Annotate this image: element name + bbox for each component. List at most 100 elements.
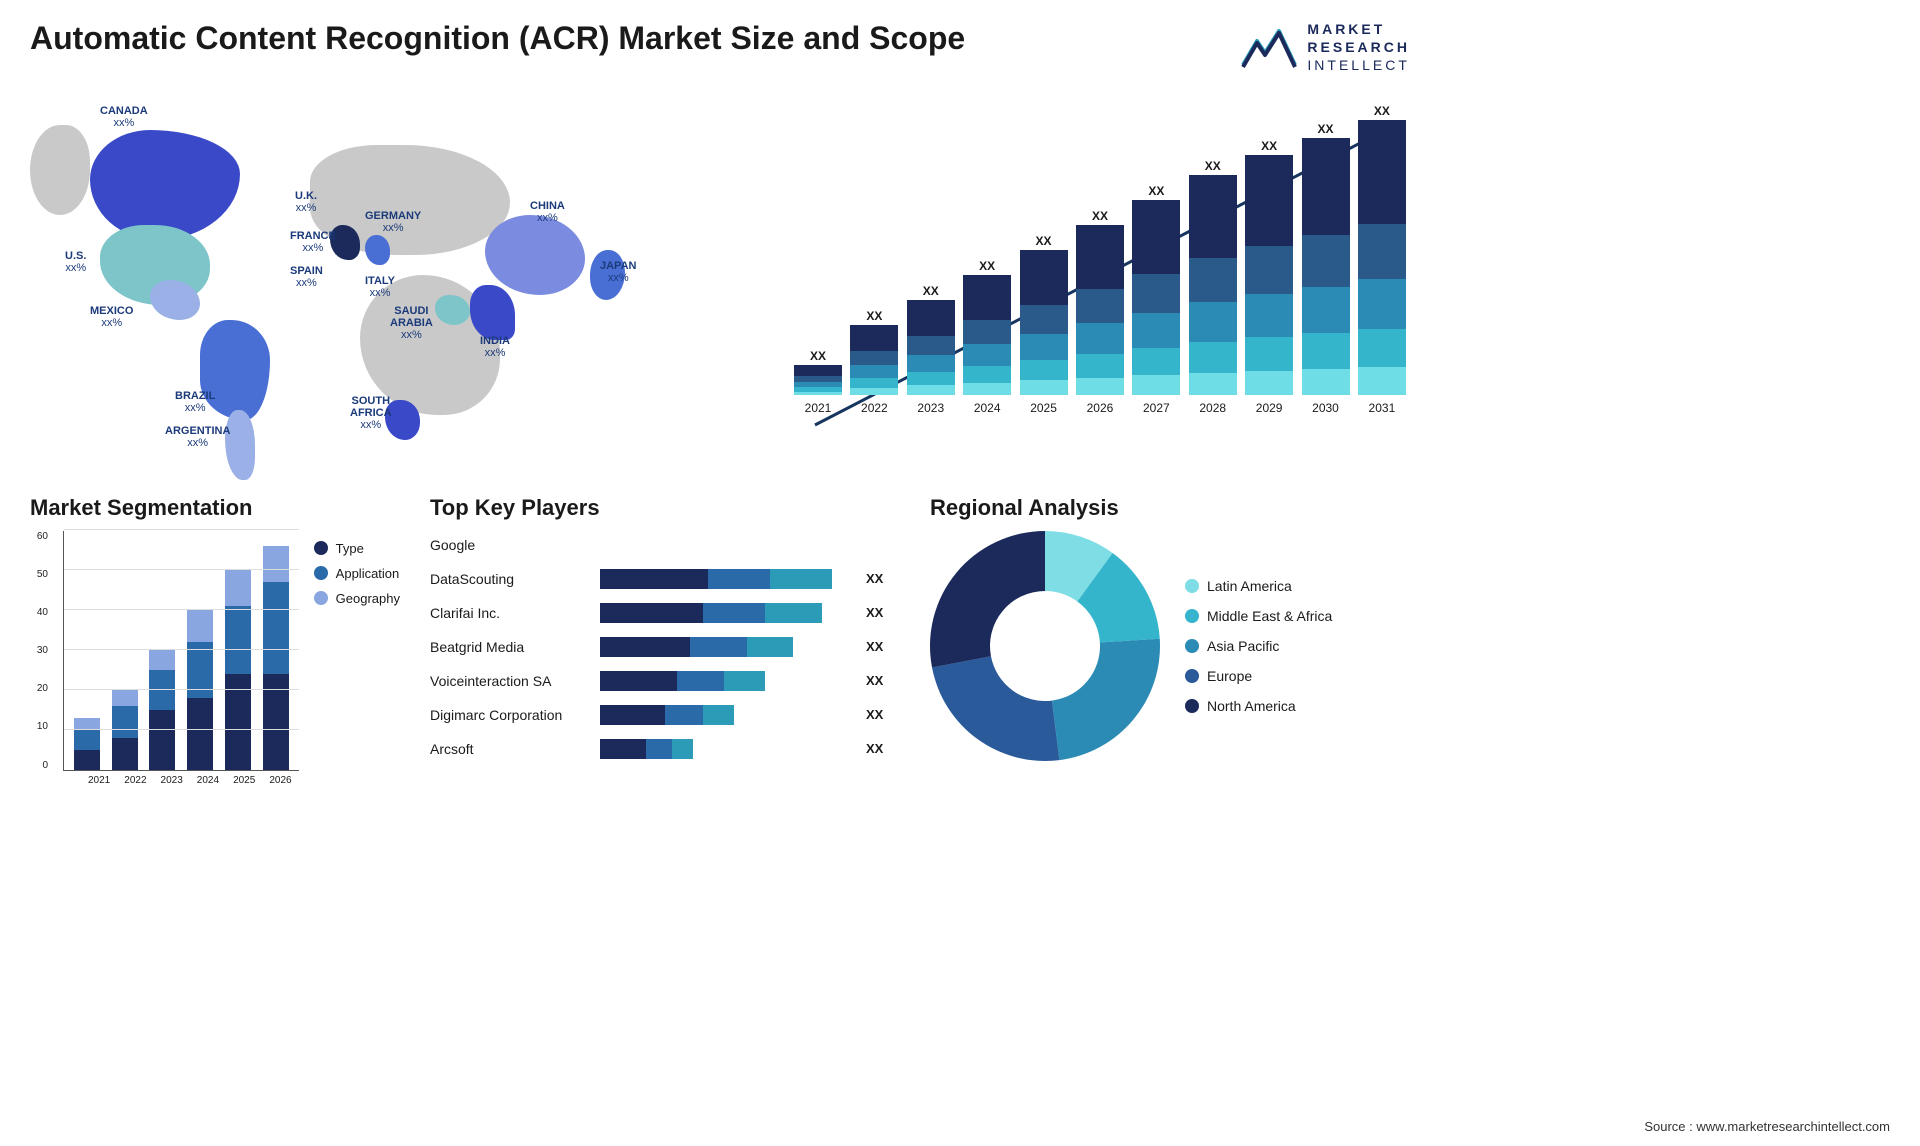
player-value: XX	[866, 741, 900, 756]
regional-legend-item: Asia Pacific	[1185, 638, 1332, 654]
player-bar-segment	[672, 739, 693, 759]
big-bar-segment	[907, 372, 955, 385]
big-bar-segment	[907, 385, 955, 395]
big-bar-segment	[1358, 224, 1406, 279]
donut-segment	[930, 531, 1045, 668]
segmentation-title: Market Segmentation	[30, 495, 400, 521]
big-bar-year: 2028	[1199, 401, 1226, 415]
map-label: SAUDIARABIAxx%	[390, 305, 433, 341]
big-bar-col: XX2021	[794, 349, 842, 415]
brand-logo: MARKET RESEARCH INTELLECT	[1241, 20, 1410, 75]
map-region-shape	[90, 130, 240, 240]
big-bar-segment	[1020, 360, 1068, 380]
seg-xtick: 2021	[88, 775, 110, 786]
player-value: XX	[866, 639, 900, 654]
page-title: Automatic Content Recognition (ACR) Mark…	[30, 20, 965, 57]
seg-gridline	[64, 649, 299, 650]
player-bar-segment	[770, 569, 832, 589]
player-bar-segment	[600, 569, 708, 589]
big-bar-value-label: XX	[979, 259, 995, 273]
map-label: SPAINxx%	[290, 265, 323, 289]
seg-bar-segment	[112, 706, 138, 738]
legend-swatch	[314, 591, 328, 605]
market-size-bar-chart: XX2021XX2022XX2023XX2024XX2025XX2026XX20…	[790, 95, 1410, 475]
map-label: FRANCExx%	[290, 230, 336, 254]
seg-bar-col	[149, 650, 175, 770]
big-bar-segment	[963, 320, 1011, 344]
big-bar-segment	[1358, 367, 1406, 395]
seg-ytick: 0	[30, 760, 48, 771]
brand-line2: RESEARCH	[1307, 38, 1410, 56]
source-text: Source : www.marketresearchintellect.com	[1644, 1119, 1890, 1134]
player-bar	[600, 569, 858, 589]
brand-line1: MARKET	[1307, 20, 1410, 38]
player-bar-segment	[600, 705, 665, 725]
big-bar-segment	[1076, 289, 1124, 323]
big-bar-segment	[1302, 369, 1350, 395]
map-label: INDIAxx%	[480, 335, 510, 359]
big-bar-value-label: XX	[810, 349, 826, 363]
big-bar-year: 2023	[917, 401, 944, 415]
big-bar-segment	[1076, 354, 1124, 378]
player-bar-segment	[646, 739, 672, 759]
donut-segment	[1052, 638, 1160, 759]
seg-bar-segment	[149, 670, 175, 710]
player-bar-segment	[600, 739, 646, 759]
big-bar-segment	[963, 344, 1011, 366]
big-bar-value-label: XX	[1205, 159, 1221, 173]
world-map: CANADAxx%U.S.xx%MEXICOxx%BRAZILxx%ARGENT…	[30, 95, 760, 475]
map-region-shape	[470, 285, 515, 340]
seg-xtick: 2026	[269, 775, 291, 786]
big-bar-segment	[1245, 371, 1293, 395]
seg-xtick: 2025	[233, 775, 255, 786]
legend-label: Europe	[1207, 668, 1252, 684]
map-label: JAPANxx%	[600, 260, 636, 284]
big-bar-year: 2025	[1030, 401, 1057, 415]
seg-bar-segment	[225, 570, 251, 606]
big-bar-col: XX2025	[1020, 234, 1068, 415]
player-name: Voiceinteraction SA	[430, 673, 600, 689]
big-bar-stack	[963, 275, 1011, 395]
big-bar-segment	[1189, 302, 1237, 342]
big-bar-value-label: XX	[1148, 184, 1164, 198]
seg-bar-segment	[187, 698, 213, 770]
seg-gridline	[64, 729, 299, 730]
big-bar-col: XX 2028	[1189, 159, 1237, 415]
big-bar-value-label: XX	[1261, 139, 1277, 153]
regional-legend-item: North America	[1185, 698, 1332, 714]
map-label: BRAZILxx%	[175, 390, 215, 414]
big-bar-col: XX2023	[907, 284, 955, 415]
player-bar-segment	[600, 603, 703, 623]
player-bar-segment	[703, 705, 734, 725]
seg-gridline	[64, 569, 299, 570]
big-bar-stack	[1076, 225, 1124, 395]
legend-label: Asia Pacific	[1207, 638, 1279, 654]
big-bar-segment	[1302, 333, 1350, 369]
legend-swatch	[1185, 609, 1199, 623]
legend-label: Middle East & Africa	[1207, 608, 1332, 624]
big-bar-year: 2027	[1143, 401, 1170, 415]
player-name: Clarifai Inc.	[430, 605, 600, 621]
seg-xtick: 2023	[161, 775, 183, 786]
seg-bar-col	[225, 570, 251, 770]
big-bar-segment	[1358, 279, 1406, 329]
big-bar-segment	[1132, 200, 1180, 274]
legend-swatch	[314, 566, 328, 580]
player-bar-segment	[708, 569, 770, 589]
map-label: GERMANYxx%	[365, 210, 421, 234]
segmentation-y-axis: 0102030405060	[30, 531, 48, 771]
big-bar-stack	[907, 300, 955, 395]
player-bar-segment	[724, 671, 765, 691]
big-bar-segment	[963, 383, 1011, 395]
map-label: CHINAxx%	[530, 200, 565, 224]
big-bar-col: XX 2027	[1132, 184, 1180, 415]
segmentation-x-axis: 202120222023202420252026	[63, 775, 299, 786]
player-name: Google	[430, 537, 600, 553]
brand-logo-icon	[1241, 25, 1297, 69]
seg-xtick: 2024	[197, 775, 219, 786]
player-bar-segment	[600, 637, 690, 657]
big-bar-col: XX2031	[1358, 104, 1406, 415]
player-bar-segment	[690, 637, 747, 657]
seg-bar-segment	[263, 582, 289, 674]
big-bar-year: 2026	[1087, 401, 1114, 415]
